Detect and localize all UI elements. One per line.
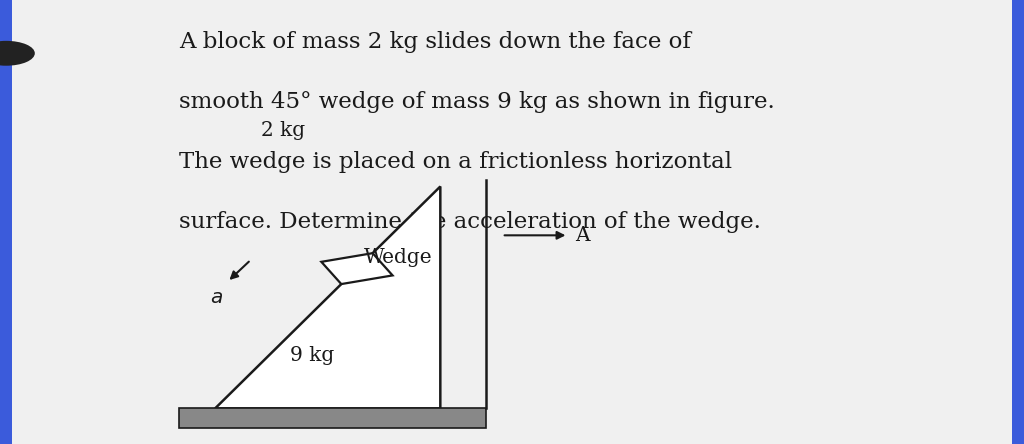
Text: 9 kg: 9 kg <box>290 346 335 365</box>
Text: surface. Determine the acceleration of the wedge.: surface. Determine the acceleration of t… <box>179 211 761 233</box>
Polygon shape <box>215 186 440 408</box>
Text: The wedge is placed on a frictionless horizontal: The wedge is placed on a frictionless ho… <box>179 151 732 173</box>
Text: 2 kg: 2 kg <box>261 121 305 140</box>
Text: A: A <box>575 226 590 245</box>
Polygon shape <box>322 253 392 284</box>
Text: Wedge: Wedge <box>364 248 432 267</box>
Bar <box>179 408 486 428</box>
Text: $a$: $a$ <box>210 288 223 307</box>
Circle shape <box>0 41 35 66</box>
Bar <box>1012 0 1024 444</box>
Text: smooth 45° wedge of mass 9 kg as shown in figure.: smooth 45° wedge of mass 9 kg as shown i… <box>179 91 775 113</box>
Bar <box>0 0 12 444</box>
Text: A block of mass 2 kg slides down the face of: A block of mass 2 kg slides down the fac… <box>179 31 691 53</box>
